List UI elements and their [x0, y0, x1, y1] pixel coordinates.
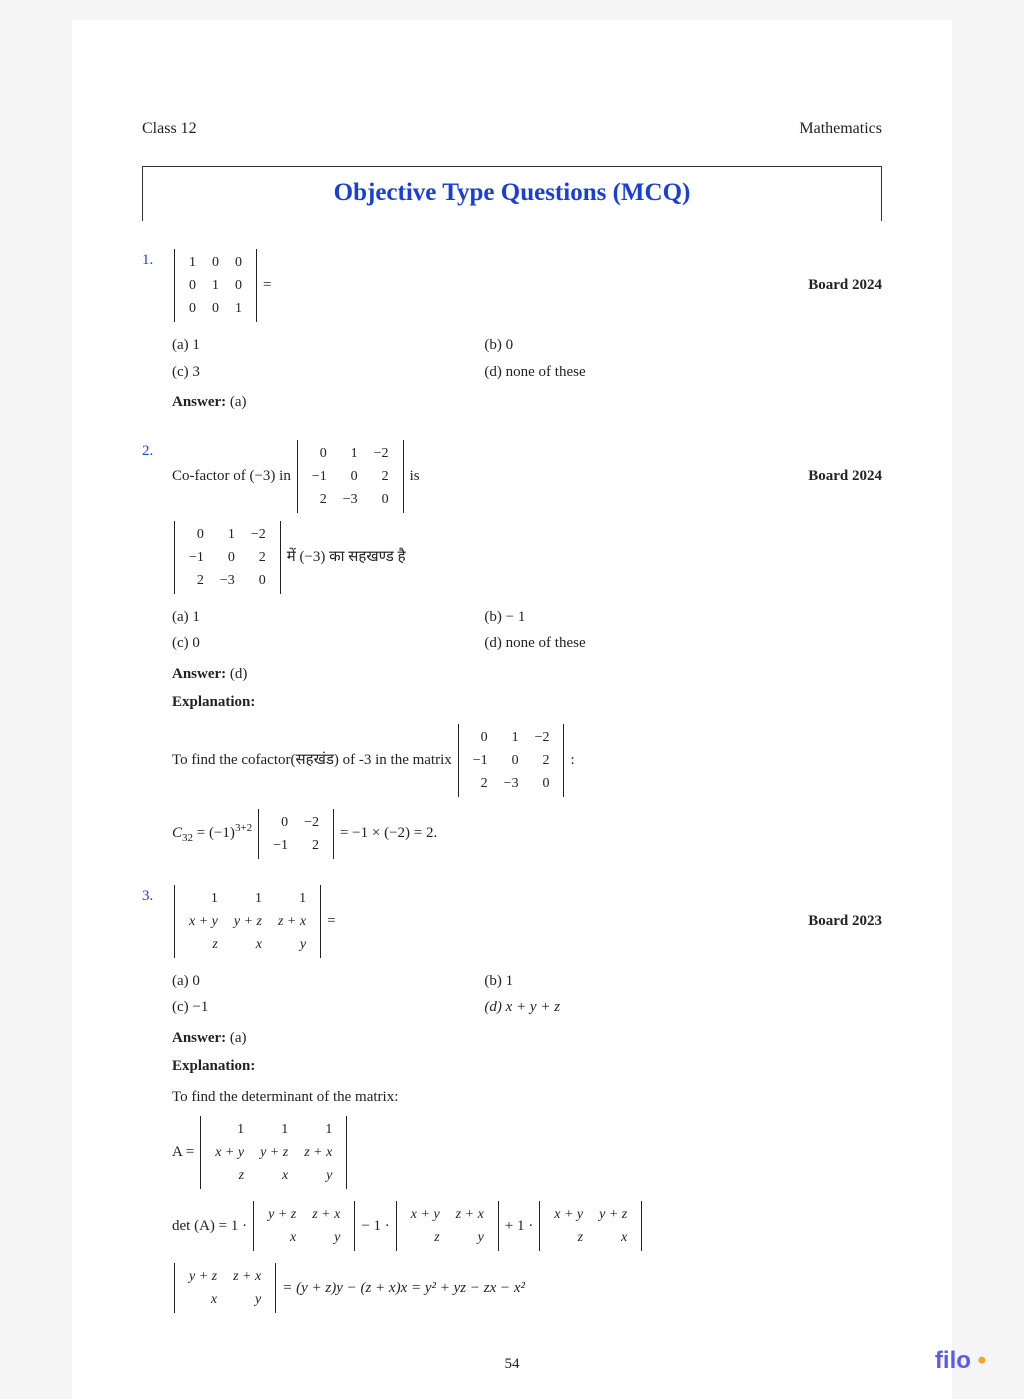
q3-opt-c: (c) −1 [172, 994, 484, 1021]
q3-answer: Answer: (a) [172, 1027, 882, 1050]
q2-opt-d: (d) none of these [484, 630, 796, 657]
page: Class 12 Mathematics Objective Type Ques… [72, 20, 952, 1399]
q3-opt-b: (b) 1 [484, 968, 796, 995]
q3-exp-line1: To find the determinant of the matrix: [172, 1086, 882, 1109]
brand-dot-icon: • [971, 1347, 986, 1374]
q3-det-expand: det (A) = 1 · y + zz + xxy − 1 · x + yz … [172, 1201, 882, 1251]
q1-opt-a: (a) 1 [172, 332, 484, 359]
page-number: 54 [72, 1356, 952, 1373]
q2-explanation-line1: To find the cofactor(सहखंड) of -3 in the… [172, 724, 882, 797]
q2-opt-b: (b) − 1 [484, 604, 796, 631]
q2-opt-c: (c) 0 [172, 630, 484, 657]
q3-line3: y + zz + xxy = (y + z)y − (z + x)x = y² … [172, 1263, 882, 1313]
q2-opt-a: (a) 1 [172, 604, 484, 631]
q1-matrix: 100 010 001 [174, 249, 257, 322]
q3-number: 3. [142, 885, 172, 908]
q3-options: (a) 0 (b) 1 (c) −1 (d) x + y + z [172, 968, 882, 1021]
brand-name: filo [935, 1347, 971, 1374]
section-title-box: Objective Type Questions (MCQ) [142, 166, 882, 221]
q2-c32-line: C32 = (−1)3+2 0−2 −12 = −1 × (−2) = 2. [172, 809, 882, 859]
class-label: Class 12 [142, 120, 197, 138]
q3-matrix: 111 x + yy + zz + x zxy [174, 885, 321, 958]
q1-answer: Answer: (a) [172, 391, 882, 414]
q2-answer: Answer: (d) [172, 663, 882, 686]
q2-board-tag: Board 2024 [808, 465, 882, 488]
q2-options: (a) 1 (b) − 1 (c) 0 (d) none of these [172, 604, 882, 657]
q3-A-def: A = 111 x + yy + zz + x zxy [172, 1116, 882, 1189]
section-title: Objective Type Questions (MCQ) [334, 179, 691, 206]
q1-opt-b: (b) 0 [484, 332, 796, 359]
q3-opt-a: (a) 0 [172, 968, 484, 995]
question-3: 3. 111 x + yy + zz + x zxy = Board 2023 … [142, 885, 882, 1314]
q2-number: 2. [142, 440, 172, 463]
q2-matrix: 01−2 −102 2−30 [297, 440, 404, 513]
q3-stem: 111 x + yy + zz + x zxy = [172, 885, 336, 958]
q1-options: (a) 1 (b) 0 (c) 3 (d) none of these [172, 332, 882, 385]
question-1: 1. 100 010 001 = Board 2024 (a) 1 [142, 249, 882, 414]
q1-board-tag: Board 2024 [808, 274, 882, 297]
q1-opt-d: (d) none of these [484, 359, 796, 386]
page-header: Class 12 Mathematics [142, 120, 882, 138]
question-2: 2. Co-factor of (−3) in 01−2 −102 2−30 i… [142, 440, 882, 859]
q3-opt-d: (d) x + y + z [484, 994, 796, 1021]
q3-board-tag: Board 2023 [808, 910, 882, 933]
q1-stem: 100 010 001 = [172, 249, 271, 322]
q2-explanation-label: Explanation: [172, 691, 882, 714]
q3-explanation-label: Explanation: [172, 1055, 882, 1078]
q1-opt-c: (c) 3 [172, 359, 484, 386]
q2-stem: Co-factor of (−3) in 01−2 −102 2−30 is [172, 440, 420, 513]
q1-number: 1. [142, 249, 172, 272]
q2-hindi-line: 01−2 −102 2−30 में (−3) का सहखण्ड है [172, 521, 882, 594]
subject-label: Mathematics [799, 120, 882, 138]
brand-logo: filo • [935, 1347, 986, 1375]
